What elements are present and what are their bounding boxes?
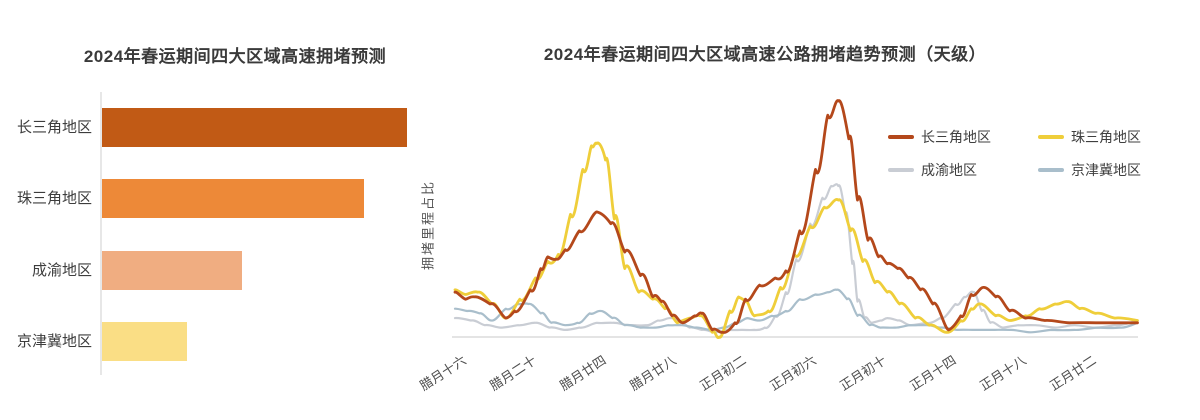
bar bbox=[102, 322, 188, 361]
bar-category-label: 成渝地区 bbox=[31, 262, 92, 279]
bar bbox=[102, 251, 243, 290]
legend-line-swatch-icon bbox=[888, 168, 914, 172]
legend-label: 京津冀地区 bbox=[1071, 162, 1141, 178]
x-tick-label: 正月初十 bbox=[837, 352, 889, 394]
legend-label: 长三角地区 bbox=[921, 129, 991, 145]
legend-item-pearl-delta[interactable]: 珠三角地区 bbox=[1038, 127, 1141, 147]
legend-item-jingjinji[interactable]: 京津冀地区 bbox=[1038, 160, 1141, 180]
series-group bbox=[453, 99, 1139, 340]
x-tick-label: 腊月廿四 bbox=[557, 352, 609, 394]
bar-category-label: 长三角地区 bbox=[16, 119, 92, 136]
legend-label: 珠三角地区 bbox=[1071, 129, 1141, 145]
x-tick-label: 正月十四 bbox=[907, 352, 959, 394]
x-tick-label: 腊月十六 bbox=[417, 352, 469, 394]
legend-line-swatch-icon bbox=[1038, 135, 1064, 139]
bar bbox=[102, 108, 407, 147]
series-line-jingjinji bbox=[453, 288, 1139, 334]
x-tick-label: 正月初二 bbox=[697, 352, 749, 394]
legend-label: 成渝地区 bbox=[921, 162, 977, 178]
legend: 长三角地区 珠三角地区成渝地区 京津冀地区 bbox=[888, 127, 1141, 180]
bar bbox=[102, 179, 365, 218]
x-tick-label: 腊月廿八 bbox=[627, 352, 679, 394]
legend-line-swatch-icon bbox=[888, 135, 914, 139]
bar-chart-title: 2024年春运期间四大区域高速拥堵预测 bbox=[83, 47, 387, 66]
x-tick-label: 正月十八 bbox=[977, 352, 1029, 394]
bar-category-label: 珠三角地区 bbox=[16, 190, 92, 207]
legend-item-chengyu[interactable]: 成渝地区 bbox=[888, 160, 1038, 180]
x-tick-label: 正月廿二 bbox=[1047, 352, 1099, 394]
series-line-yangtze-delta bbox=[453, 99, 1139, 334]
series-line-chengyu bbox=[453, 183, 1139, 334]
bar-category-label: 京津冀地区 bbox=[16, 333, 92, 350]
line-chart-plot bbox=[452, 99, 1139, 340]
legend-item-yangtze-delta[interactable]: 长三角地区 bbox=[888, 127, 1038, 147]
bar-axis-line bbox=[100, 92, 102, 375]
x-tick-label: 腊月二十 bbox=[487, 352, 539, 394]
x-tick-label: 正月初六 bbox=[767, 352, 819, 394]
series-line-pearl-delta bbox=[453, 141, 1139, 340]
line-chart-title: 2024年春运期间四大区域高速公路拥堵趋势预测（天级） bbox=[543, 45, 987, 64]
legend-line-swatch-icon bbox=[1038, 168, 1064, 172]
